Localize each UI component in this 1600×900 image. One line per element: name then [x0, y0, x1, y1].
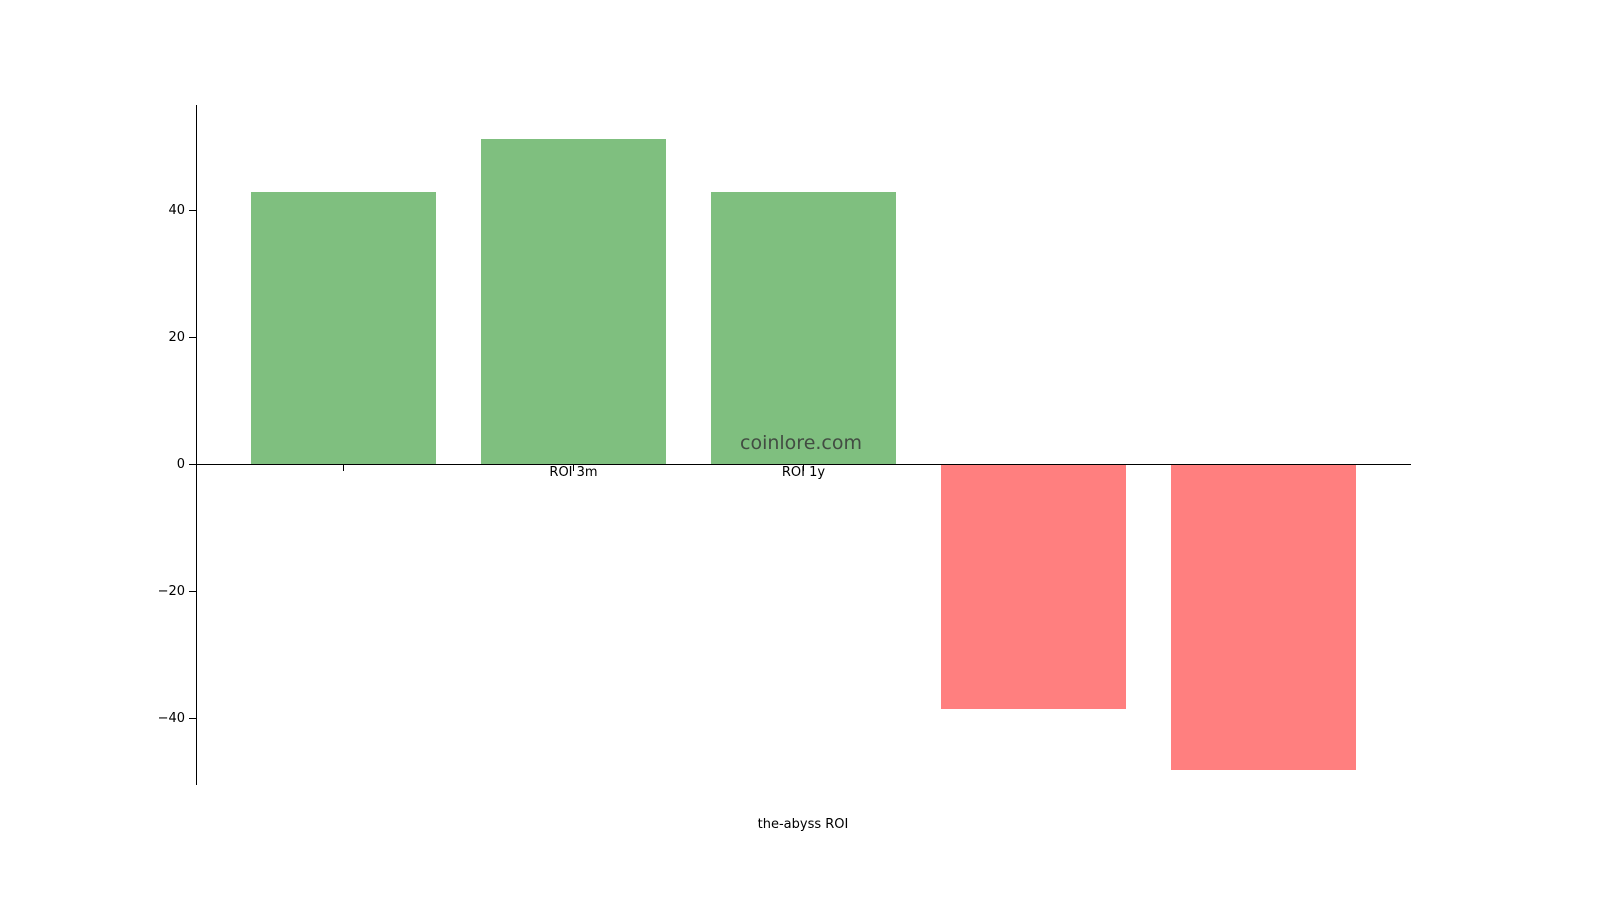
- y-tick-mark: [189, 337, 196, 339]
- y-tick-label: −20: [157, 583, 185, 599]
- roi-bar: [1171, 465, 1356, 770]
- y-tick-label: 20: [168, 330, 185, 346]
- watermark-text: coinlore.com: [740, 432, 862, 454]
- y-tick-label: 0: [176, 457, 185, 472]
- y-tick-mark: [189, 464, 196, 465]
- roi-bar: [711, 191, 896, 465]
- roi-bar: [941, 465, 1126, 710]
- roi-bar: [481, 139, 666, 465]
- chart-title: the-abyss ROI: [757, 817, 849, 832]
- y-tick-label: 40: [168, 203, 185, 219]
- x-tick-mark: [573, 464, 574, 471]
- y-tick-label: −40: [157, 710, 185, 726]
- x-tick-label: ROI 3m: [549, 465, 598, 480]
- y-tick-mark: [189, 717, 196, 719]
- x-tick-mark: [343, 464, 344, 471]
- x-tick-mark: [803, 464, 804, 471]
- y-axis-spine: [196, 105, 197, 785]
- y-tick-mark: [189, 590, 196, 592]
- roi-bar: [251, 191, 436, 465]
- x-tick-label: ROI 1y: [781, 465, 826, 480]
- y-tick-mark: [189, 210, 196, 212]
